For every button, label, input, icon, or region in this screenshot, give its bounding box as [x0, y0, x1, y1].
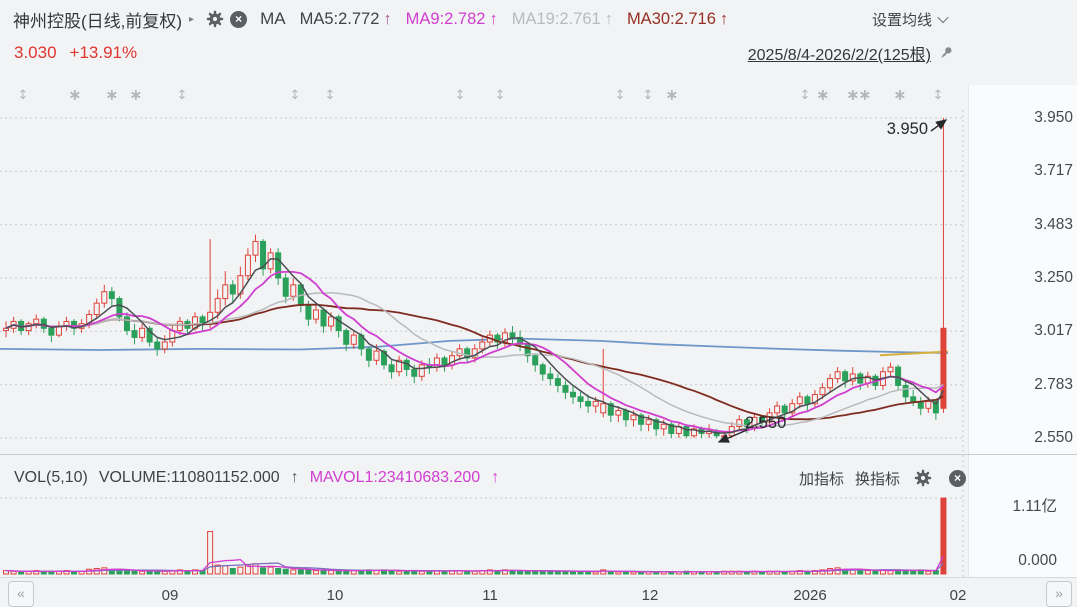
- expand-caret-icon[interactable]: ▸: [189, 13, 195, 25]
- ma5-line: [5, 258, 945, 434]
- quote-row: 3.030 +13.91% 2025/8/4-2026/2/2(125根): [0, 38, 966, 68]
- x-axis-label-12: 12: [641, 587, 659, 604]
- arrows-event-marker-icon[interactable]: ↕: [290, 88, 301, 103]
- x-axis-label-11: 11: [482, 587, 498, 604]
- star-event-marker-icon[interactable]: ∗: [893, 85, 906, 104]
- switch-indicator-button[interactable]: 换指标: [854, 470, 900, 488]
- symbol-title[interactable]: 神州控股(日线,前复权): [13, 11, 183, 31]
- star-event-marker-icon[interactable]: ∗: [129, 85, 142, 104]
- x-axis-label-10: 10: [326, 587, 344, 604]
- pane-divider: [0, 454, 1077, 455]
- indicator-toolbar: 神州控股(日线,前复权) ▸ × MA MA5:2.772 ↑ MA9:2.782 ↑…: [0, 0, 965, 38]
- close-circle-icon: ×: [949, 469, 966, 487]
- volume-settings-gear-icon[interactable]: [914, 469, 932, 487]
- star-event-marker-icon[interactable]: ∗: [858, 85, 871, 104]
- date-range-group: 2025/8/4-2026/2/2(125根): [748, 41, 954, 65]
- mavol-value-label: MAVOL1:23410683.200: [309, 469, 481, 486]
- arrows-event-marker-icon[interactable]: ↕: [643, 88, 654, 103]
- close-circle-icon: ×: [230, 10, 248, 28]
- price-axis-label: 2.550: [1034, 429, 1073, 446]
- arrows-event-marker-icon[interactable]: ↕: [325, 88, 336, 103]
- ma-settings-button[interactable]: 设置均线: [871, 9, 949, 30]
- volume-actions: 加指标 换指标 ×: [799, 468, 969, 489]
- ma-values-group: MA MA5:2.772 ↑ MA9:2.782 ↑ MA19:2.761 ↑ MA30:2…: [260, 9, 728, 29]
- star-event-marker-icon[interactable]: ∗: [846, 85, 859, 104]
- arrows-event-marker-icon[interactable]: ↕: [177, 88, 188, 103]
- date-range-link[interactable]: 2025/8/4-2026/2/2(125根): [747, 47, 931, 64]
- star-event-marker-icon[interactable]: ∗: [665, 85, 678, 104]
- price-axis-label: 3.717: [1034, 162, 1073, 180]
- price-axis-label: 2.783: [1034, 375, 1073, 393]
- price-axis-label: 3.017: [1034, 322, 1073, 340]
- arrows-event-marker-icon[interactable]: ↕: [18, 88, 29, 103]
- ma9-line: [5, 270, 944, 433]
- high-price-annotation: 3.950: [886, 120, 928, 138]
- ma-value-0: MA5:2.772 ↑: [299, 9, 392, 28]
- add-indicator-button[interactable]: 加指标: [798, 470, 844, 488]
- ma-value-2: MA19:2.761 ↑: [511, 9, 613, 28]
- ma-value-1: MA9:2.782 ↑: [405, 9, 498, 28]
- candlestick-chart[interactable]: ↕ ∗ ∗ ∗ ↕ ↕ ↕ ↕ ↕ ↕ ↕ ∗ ↕ ∗ ∗∗ ∗ ↕: [0, 85, 968, 606]
- remove-ma-button[interactable]: ×: [230, 10, 248, 28]
- last-price: 3.030: [14, 43, 57, 62]
- ma-settings-label: 设置均线: [871, 11, 932, 29]
- gear-icon: [914, 469, 932, 487]
- volume-value-label: VOLUME:110801152.000: [98, 469, 280, 486]
- volume-up-arrow: ↑: [290, 469, 299, 486]
- change-percent: +13.91%: [69, 43, 138, 62]
- long-term-line: [0, 337, 949, 354]
- ma-value-3: MA30:2.716 ↑: [626, 9, 729, 28]
- chevron-down-icon: [937, 11, 949, 24]
- volume-axis-label: 0.000: [1018, 552, 1057, 569]
- gear-icon: [206, 10, 224, 28]
- star-event-marker-icon[interactable]: ∗: [105, 85, 118, 104]
- volume-axis-label: 1.11亿: [1012, 498, 1057, 515]
- arrows-event-marker-icon[interactable]: ↕: [495, 88, 506, 103]
- ma-indicator-label: MA: [260, 9, 286, 28]
- price-axis-label: 3.483: [1034, 215, 1073, 233]
- mavol5-line: [5, 555, 944, 573]
- pane-divider-bottom: [0, 577, 1077, 578]
- star-event-marker-icon[interactable]: ∗: [816, 85, 829, 104]
- pin-icon[interactable]: [937, 45, 954, 62]
- x-axis-label-2026: 2026: [793, 587, 827, 604]
- ma-settings-gear-icon[interactable]: [206, 10, 224, 28]
- remove-volume-button[interactable]: ×: [949, 469, 966, 487]
- price-axis-label: 3.950: [1034, 109, 1073, 126]
- low-price-annotation: 2.550: [745, 414, 787, 432]
- vol-params-label: VOL(5,10): [14, 469, 88, 486]
- price-axis-label: 3.250: [1034, 269, 1073, 286]
- scroll-left-button[interactable]: «: [8, 581, 34, 607]
- highlight-line: [879, 350, 949, 357]
- price-axis-strip: 3.950 3.717 3.483 3.250 3.017 2.783 2.550 1.11亿…: [968, 85, 1077, 577]
- arrows-event-marker-icon[interactable]: ↕: [455, 88, 466, 103]
- mavol-up-arrow: ↑: [491, 469, 500, 486]
- star-event-marker-icon[interactable]: ∗: [68, 85, 81, 104]
- arrows-event-marker-icon[interactable]: ↕: [800, 88, 811, 103]
- x-axis-label-09: 09: [161, 587, 179, 604]
- arrows-event-marker-icon[interactable]: ↕: [933, 88, 944, 103]
- volume-toolbar: VOL(5,10) VOLUME:110801152.000 ↑ MAVOL1:…: [0, 462, 969, 494]
- x-axis-label-02: 02: [949, 587, 967, 604]
- arrows-event-marker-icon[interactable]: ↕: [615, 88, 626, 103]
- scroll-right-button[interactable]: »: [1046, 581, 1072, 607]
